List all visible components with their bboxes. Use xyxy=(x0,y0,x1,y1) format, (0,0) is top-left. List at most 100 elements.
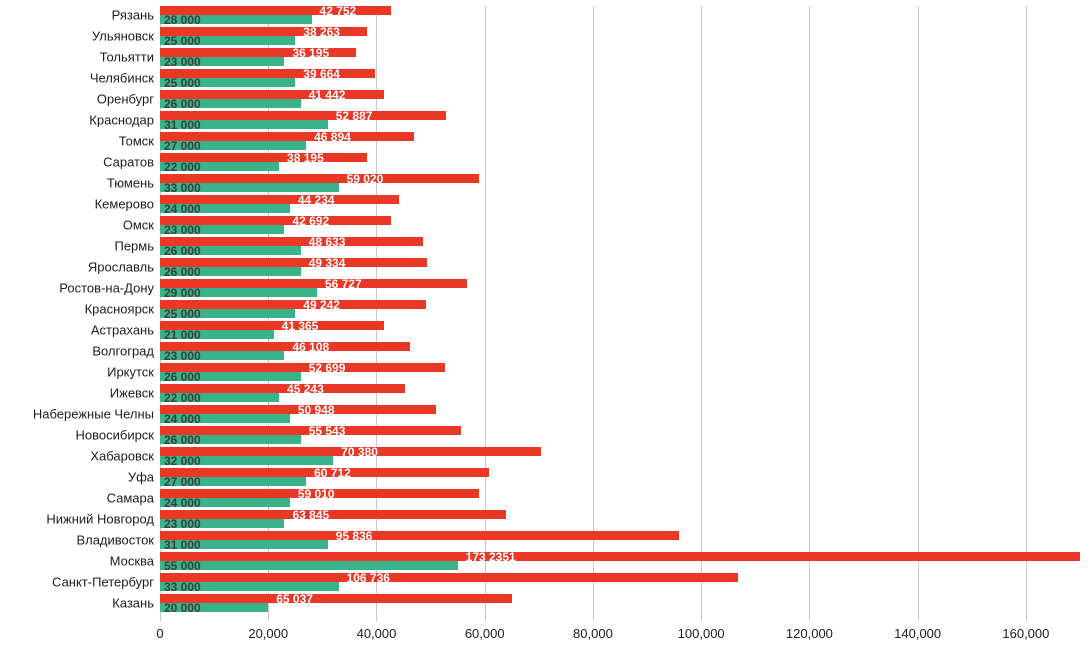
series2-value-label: 22 000 xyxy=(160,160,201,174)
y-category-label: Владивосток xyxy=(76,533,154,548)
bar-pair: 49 334 26 000 xyxy=(160,258,1080,276)
series1-bar: 56 727 xyxy=(160,279,467,288)
bar-pair: 48 63326 000 xyxy=(160,237,1080,255)
bar-pair: 38 26325 000 xyxy=(160,27,1080,45)
series2-value-label: 32 000 xyxy=(160,454,201,468)
series2-bar: 26 000 xyxy=(160,435,301,444)
bar-pair: 52 699 26 000 xyxy=(160,363,1080,381)
bar-pair: 95 83631 000 xyxy=(160,531,1080,549)
series2-value-label: 55 000 xyxy=(160,559,201,573)
y-category-label: Казань xyxy=(112,596,154,611)
series2-bar: 24 000 xyxy=(160,414,290,423)
x-tick-label: 80,000 xyxy=(573,626,613,641)
y-category-label: Кемерово xyxy=(95,197,154,212)
series2-bar: 31 000 xyxy=(160,540,328,549)
y-category-label: Томск xyxy=(119,134,154,149)
series2-bar: 26 000 xyxy=(160,99,301,108)
series1-value-label: 50 948 xyxy=(294,403,335,417)
y-category-label: Оренбург xyxy=(97,92,154,107)
bar-pair: 55 54326 000 xyxy=(160,426,1080,444)
series1-bar: 59 010 xyxy=(160,489,479,498)
series1-value-label: 42 752 xyxy=(316,4,357,18)
series1-bar: 106 736 xyxy=(160,573,738,582)
series1-value-label: 52 887 xyxy=(332,109,373,123)
series2-bar: 31 000 xyxy=(160,120,328,129)
series1-value-label: 70 380 xyxy=(337,445,378,459)
series1-value-label: 52 699 xyxy=(305,361,346,375)
series2-bar: 27 000 xyxy=(160,477,306,486)
series2-value-label: 23 000 xyxy=(160,517,201,531)
bar-pair: 59 02033 000 xyxy=(160,174,1080,192)
series2-bar: 26 000 xyxy=(160,372,301,381)
series2-value-label: 26 000 xyxy=(160,265,201,279)
y-category-label: Ростов-на-Дону xyxy=(59,281,154,296)
bar-pair: 46 894 27 000 xyxy=(160,132,1080,150)
y-axis-labels: РязаньУльяновскТольяттиЧелябинскОренбург… xyxy=(0,6,154,616)
series2-value-label: 25 000 xyxy=(160,34,201,48)
x-tick-label: 120,000 xyxy=(786,626,833,641)
y-category-label: Ярославль xyxy=(88,260,154,275)
bar-pair: 41 365 21 000 xyxy=(160,321,1080,339)
series2-bar: 33 000 xyxy=(160,183,339,192)
series2-value-label: 23 000 xyxy=(160,55,201,69)
series2-bar: 20 000 xyxy=(160,603,268,612)
series1-value-label: 39 664 xyxy=(299,67,340,81)
y-category-label: Омск xyxy=(123,218,154,233)
bar-pair: 45 24322 000 xyxy=(160,384,1080,402)
series1-value-label: 46 894 xyxy=(310,130,351,144)
series1-value-label: 49 334 xyxy=(305,256,346,270)
series2-bar: 25 000 xyxy=(160,309,295,318)
series2-bar: 25 000 xyxy=(160,36,295,45)
series1-value-label: 49 242 xyxy=(299,298,340,312)
series1-value-label: 173 2351 xyxy=(462,550,516,564)
bar-pair: 46 10823 000 xyxy=(160,342,1080,360)
y-category-label: Самара xyxy=(107,491,154,506)
y-category-label: Уфа xyxy=(128,470,154,485)
bar-pair: 49 242 25 000 xyxy=(160,300,1080,318)
bar-pair: 60 71227 000 xyxy=(160,468,1080,486)
series2-value-label: 25 000 xyxy=(160,307,201,321)
series1-value-label: 106 736 xyxy=(343,571,390,585)
series1-value-label: 36 195 xyxy=(288,46,329,60)
y-category-label: Рязань xyxy=(112,8,154,23)
y-category-label: Пермь xyxy=(114,239,154,254)
x-tick-label: 100,000 xyxy=(678,626,725,641)
series1-value-label: 44 234 xyxy=(294,193,335,207)
series2-value-label: 31 000 xyxy=(160,118,201,132)
y-category-label: Тольятти xyxy=(100,50,154,65)
series1-value-label: 65 037 xyxy=(272,592,313,606)
series2-bar: 27 000 xyxy=(160,141,306,150)
series2-value-label: 24 000 xyxy=(160,496,201,510)
series2-value-label: 25 000 xyxy=(160,76,201,90)
series1-bar: 63 845 xyxy=(160,510,506,519)
series2-bar: 21 000 xyxy=(160,330,274,339)
x-tick-label: 20,000 xyxy=(248,626,288,641)
y-category-label: Астрахань xyxy=(91,323,154,338)
x-tick-label: 60,000 xyxy=(465,626,505,641)
series2-bar: 23 000 xyxy=(160,519,284,528)
series2-bar: 23 000 xyxy=(160,225,284,234)
series2-value-label: 33 000 xyxy=(160,181,201,195)
series2-value-label: 26 000 xyxy=(160,97,201,111)
series1-value-label: 46 108 xyxy=(288,340,329,354)
series1-bar: 50 948 xyxy=(160,405,436,414)
series2-value-label: 28 000 xyxy=(160,13,201,27)
series2-bar: 29 000 xyxy=(160,288,317,297)
series1-bar: 55 543 xyxy=(160,426,461,435)
bar-pair: 56 72729 000 xyxy=(160,279,1080,297)
y-category-label: Хабаровск xyxy=(90,449,154,464)
series2-value-label: 26 000 xyxy=(160,370,201,384)
y-category-label: Санкт-Петербург xyxy=(52,575,154,590)
bar-pair: 173 2351 55 000 xyxy=(160,552,1080,570)
bar-pair: 42 752 28 000 xyxy=(160,6,1080,24)
series1-value-label: 41 365 xyxy=(278,319,319,333)
bar-pair: 52 887 31 000 xyxy=(160,111,1080,129)
bar-pair: 65 037 20 000 xyxy=(160,594,1080,612)
bars-container: 42 752 28 00038 26325 00036 195 23 000 39 6… xyxy=(160,6,1080,616)
series1-bar: 173 2351 xyxy=(160,552,1080,561)
series2-bar: 22 000 xyxy=(160,393,279,402)
y-category-label: Ульяновск xyxy=(92,29,154,44)
series1-value-label: 48 633 xyxy=(305,235,346,249)
series2-bar: 22 000 xyxy=(160,162,279,171)
y-category-label: Набережные Челны xyxy=(33,407,154,422)
